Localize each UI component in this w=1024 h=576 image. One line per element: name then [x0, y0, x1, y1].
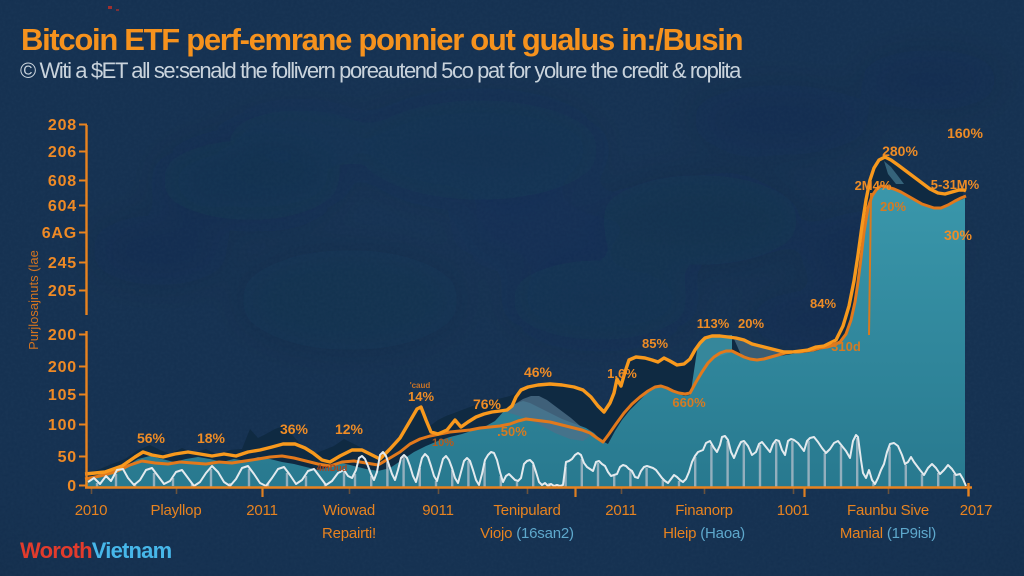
svg-text:2011: 2011	[605, 502, 636, 519]
svg-text:208: 208	[48, 117, 77, 134]
svg-text:660%: 660%	[672, 395, 706, 410]
svg-text:20%: 20%	[880, 199, 906, 214]
svg-text:Manial (1P9isl): Manial (1P9isl)	[840, 525, 936, 542]
svg-text:5-31M%: 5-31M%	[931, 177, 980, 192]
svg-text:36%: 36%	[280, 421, 309, 437]
svg-text:'caud: 'caud	[410, 381, 431, 390]
svg-text:205: 205	[48, 283, 77, 300]
svg-text:Finanorp: Finanorp	[675, 502, 733, 519]
svg-text:18%: 18%	[197, 430, 226, 446]
svg-text:Playllop: Playllop	[151, 502, 202, 519]
svg-text:2017: 2017	[960, 502, 993, 519]
svg-text:14%: 14%	[408, 389, 434, 404]
svg-text:Purjlosajnuts (lae: Purjlosajnuts (lae	[26, 250, 41, 350]
svg-text:200: 200	[48, 359, 77, 376]
svg-text:245: 245	[48, 255, 77, 272]
svg-text:113%: 113%	[697, 316, 730, 331]
svg-text:6AG: 6AG	[42, 225, 77, 242]
svg-text:84%: 84%	[810, 296, 836, 311]
svg-text:20%: 20%	[738, 316, 764, 331]
svg-text:200: 200	[48, 327, 77, 344]
svg-text:310d: 310d	[831, 339, 861, 354]
svg-text:160%: 160%	[947, 125, 983, 141]
svg-text:76%: 76%	[473, 396, 502, 412]
svg-text:Repairti!: Repairti!	[322, 525, 376, 542]
svg-text:280%: 280%	[882, 143, 918, 159]
svg-text:2010: 2010	[75, 502, 108, 519]
svg-text:0: 0	[67, 478, 77, 495]
svg-text:Faunbu Sive: Faunbu Sive	[847, 502, 929, 519]
svg-text:50: 50	[58, 449, 77, 466]
svg-text:Wiowad: Wiowad	[323, 502, 375, 519]
svg-text:10%: 10%	[432, 437, 454, 449]
svg-text:Viojo (16san2): Viojo (16san2)	[480, 525, 574, 542]
svg-text:46%: 46%	[524, 364, 553, 380]
svg-text:30%: 30%	[944, 227, 973, 243]
svg-text:100: 100	[48, 417, 77, 434]
svg-text:Tenipulard: Tenipulard	[493, 502, 560, 519]
svg-text:608: 608	[48, 173, 77, 190]
svg-text:105: 105	[48, 387, 77, 404]
svg-text:9011: 9011	[422, 502, 453, 519]
svg-text:1001: 1001	[777, 502, 810, 519]
svg-text:Hleip (Haoa): Hleip (Haoa)	[663, 525, 745, 542]
svg-text:85%: 85%	[642, 336, 668, 351]
svg-text:56%: 56%	[137, 430, 166, 446]
svg-text:2M4%: 2M4%	[855, 178, 892, 193]
svg-text:12%: 12%	[335, 421, 364, 437]
svg-text:206: 206	[48, 144, 77, 161]
svg-text:2011: 2011	[246, 502, 277, 519]
svg-text:604: 604	[48, 198, 77, 215]
svg-text:4mDud: 4mDud	[317, 463, 348, 473]
svg-text:1.6%: 1.6%	[607, 366, 637, 381]
svg-text:.50%: .50%	[497, 424, 527, 439]
